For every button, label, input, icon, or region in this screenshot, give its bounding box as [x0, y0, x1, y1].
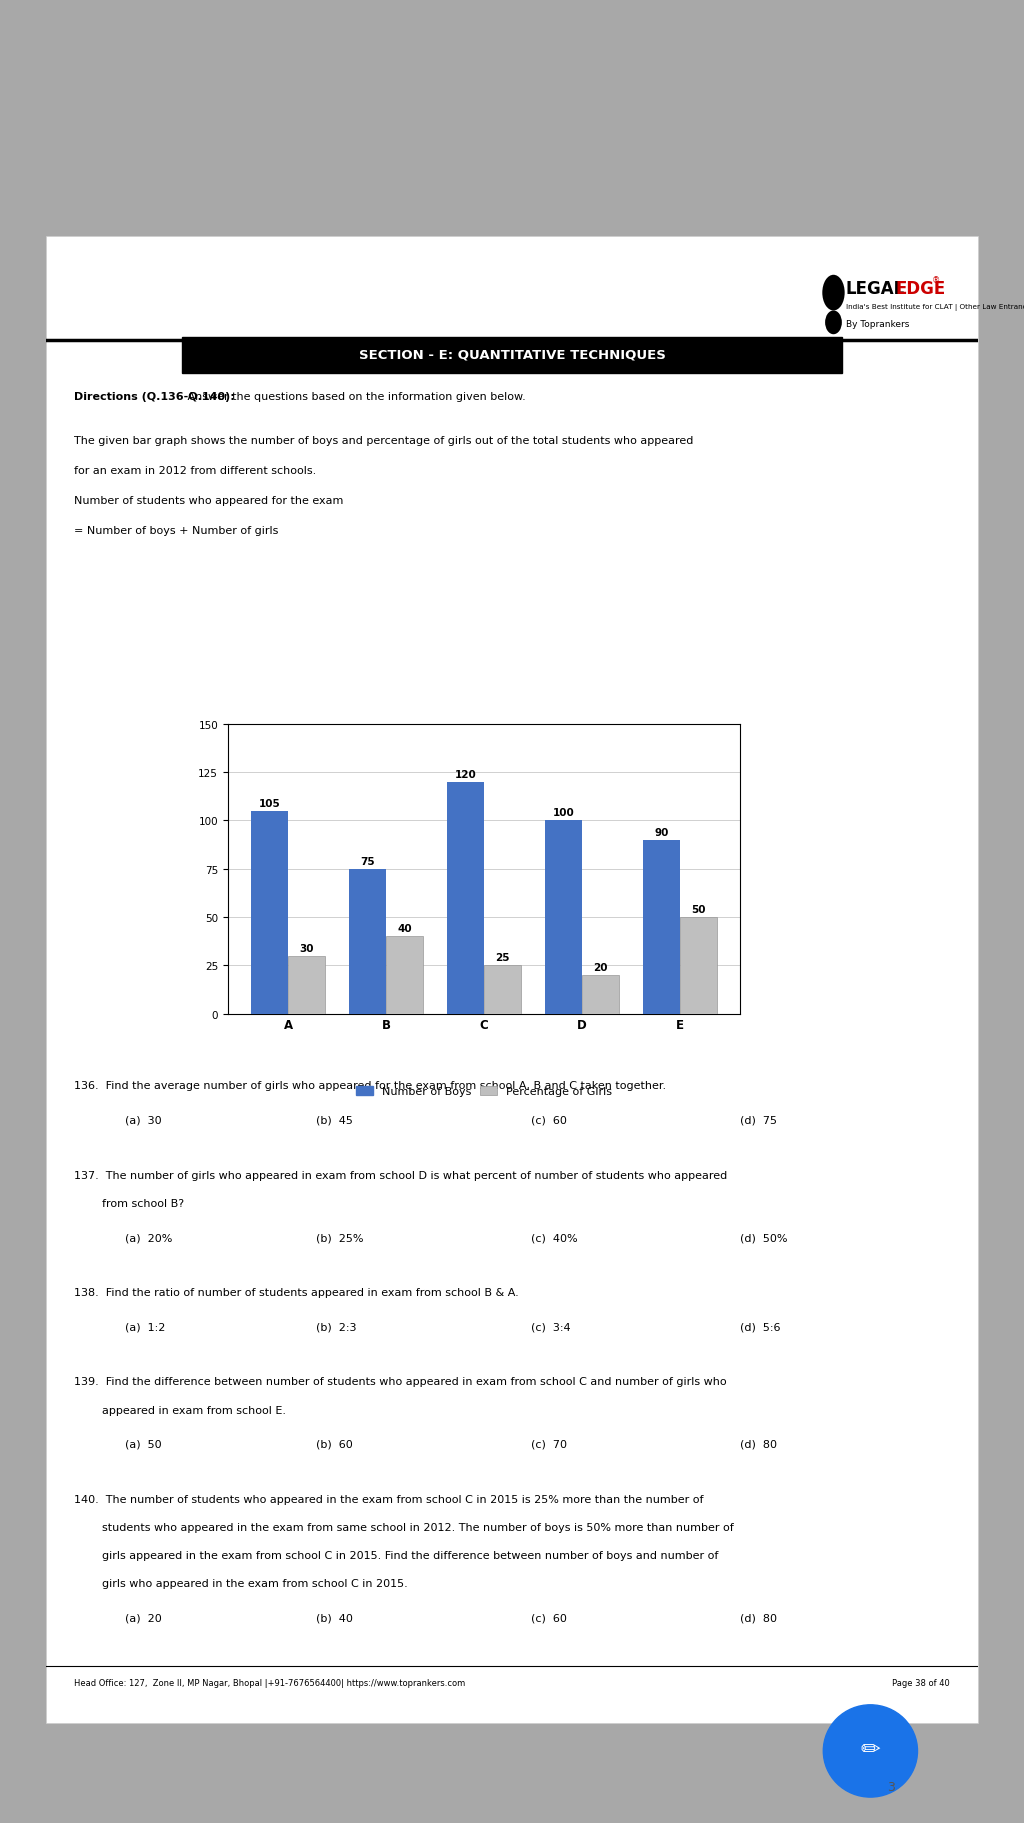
Bar — [289, 955, 326, 1014]
Text: (d)  75: (d) 75 — [740, 1116, 777, 1125]
Text: Page 38 of 40: Page 38 of 40 — [892, 1679, 950, 1686]
Text: (b)  2:3: (b) 2:3 — [316, 1322, 356, 1331]
Text: (d)  80: (d) 80 — [740, 1613, 777, 1622]
Text: (a)  30: (a) 30 — [125, 1116, 162, 1125]
Text: Number of students who appeared for the exam: Number of students who appeared for the … — [74, 496, 343, 505]
Bar — [386, 937, 423, 1014]
Text: (a)  50: (a) 50 — [125, 1438, 162, 1449]
Text: = Number of boys + Number of girls: = Number of boys + Number of girls — [74, 525, 279, 536]
Text: students who appeared in the exam from same school in 2012. The number of boys i: students who appeared in the exam from s… — [74, 1522, 734, 1531]
Bar — [349, 870, 386, 1014]
Text: EDGE: EDGE — [896, 281, 946, 297]
Text: LEGAL: LEGAL — [846, 281, 905, 297]
Text: 100: 100 — [553, 808, 574, 819]
Text: (a)  20%: (a) 20% — [125, 1232, 173, 1243]
Text: from school B?: from school B? — [74, 1198, 184, 1209]
Text: (a)  20: (a) 20 — [125, 1613, 162, 1622]
Text: By Toprankers: By Toprankers — [846, 321, 909, 330]
Text: (c)  70: (c) 70 — [530, 1438, 566, 1449]
Bar — [582, 975, 620, 1014]
Bar — [643, 840, 680, 1014]
Bar — [680, 917, 717, 1014]
Text: (c)  60: (c) 60 — [530, 1116, 566, 1125]
Text: (d)  50%: (d) 50% — [740, 1232, 787, 1243]
Text: Head Office: 127,  Zone II, MP Nagar, Bhopal |+91-7676564400| https://www.topran: Head Office: 127, Zone II, MP Nagar, Bho… — [74, 1679, 465, 1686]
Text: 50: 50 — [691, 904, 706, 915]
Text: Directions (Q.136-Q.140):: Directions (Q.136-Q.140): — [74, 392, 234, 401]
Text: The given bar graph shows the number of boys and percentage of girls out of the : The given bar graph shows the number of … — [74, 436, 693, 447]
Text: (d)  80: (d) 80 — [740, 1438, 777, 1449]
Text: girls who appeared in the exam from school C in 2015.: girls who appeared in the exam from scho… — [74, 1579, 408, 1588]
Bar — [545, 820, 582, 1014]
Text: ®: ® — [932, 275, 940, 284]
Bar — [484, 966, 521, 1014]
Text: 30: 30 — [300, 942, 314, 953]
Text: 25: 25 — [496, 953, 510, 963]
Circle shape — [822, 275, 845, 312]
Bar — [251, 811, 289, 1014]
Text: 3: 3 — [887, 1779, 895, 1794]
Text: ✏: ✏ — [860, 1737, 881, 1761]
Text: 138.  Find the ratio of number of students appeared in exam from school B & A.: 138. Find the ratio of number of student… — [74, 1287, 519, 1298]
Text: (c)  60: (c) 60 — [530, 1613, 566, 1622]
Text: 75: 75 — [360, 857, 375, 866]
Text: appeared in exam from school E.: appeared in exam from school E. — [74, 1406, 286, 1415]
Text: (a)  1:2: (a) 1:2 — [125, 1322, 166, 1331]
Text: girls appeared in the exam from school C in 2015. Find the difference between nu: girls appeared in the exam from school C… — [74, 1550, 719, 1560]
Text: SECTION - E: QUANTITATIVE TECHNIQUES: SECTION - E: QUANTITATIVE TECHNIQUES — [358, 348, 666, 361]
Text: 136.  Find the average number of girls who appeared for the exam from school A, : 136. Find the average number of girls wh… — [74, 1081, 667, 1090]
Text: 137.  The number of girls who appeared in exam from school D is what percent of : 137. The number of girls who appeared in… — [74, 1170, 727, 1179]
Circle shape — [823, 1705, 918, 1797]
Text: (b)  60: (b) 60 — [316, 1438, 353, 1449]
Text: 90: 90 — [654, 828, 669, 837]
Text: for an exam in 2012 from different schools.: for an exam in 2012 from different schoo… — [74, 467, 316, 476]
Text: 139.  Find the difference between number of students who appeared in exam from s: 139. Find the difference between number … — [74, 1376, 727, 1387]
Text: (b)  45: (b) 45 — [316, 1116, 353, 1125]
Text: 140.  The number of students who appeared in the exam from school C in 2015 is 2: 140. The number of students who appeared… — [74, 1493, 703, 1504]
Text: 120: 120 — [455, 769, 476, 780]
Text: (d)  5:6: (d) 5:6 — [740, 1322, 781, 1331]
Text: (c)  40%: (c) 40% — [530, 1232, 578, 1243]
Text: Answer the questions based on the information given below.: Answer the questions based on the inform… — [184, 392, 525, 401]
Bar — [446, 782, 484, 1014]
Text: (b)  40: (b) 40 — [316, 1613, 353, 1622]
Text: 20: 20 — [593, 963, 608, 972]
FancyBboxPatch shape — [182, 337, 842, 374]
Legend: Number of Boys, Percentage of Girls: Number of Boys, Percentage of Girls — [352, 1081, 616, 1101]
Text: 40: 40 — [397, 924, 412, 933]
Text: (c)  3:4: (c) 3:4 — [530, 1322, 570, 1331]
Text: (b)  25%: (b) 25% — [316, 1232, 364, 1243]
Text: India's Best Institute for CLAT | Other Law Entrances: India's Best Institute for CLAT | Other … — [846, 304, 1024, 312]
Ellipse shape — [825, 312, 842, 335]
Text: 105: 105 — [259, 798, 281, 808]
